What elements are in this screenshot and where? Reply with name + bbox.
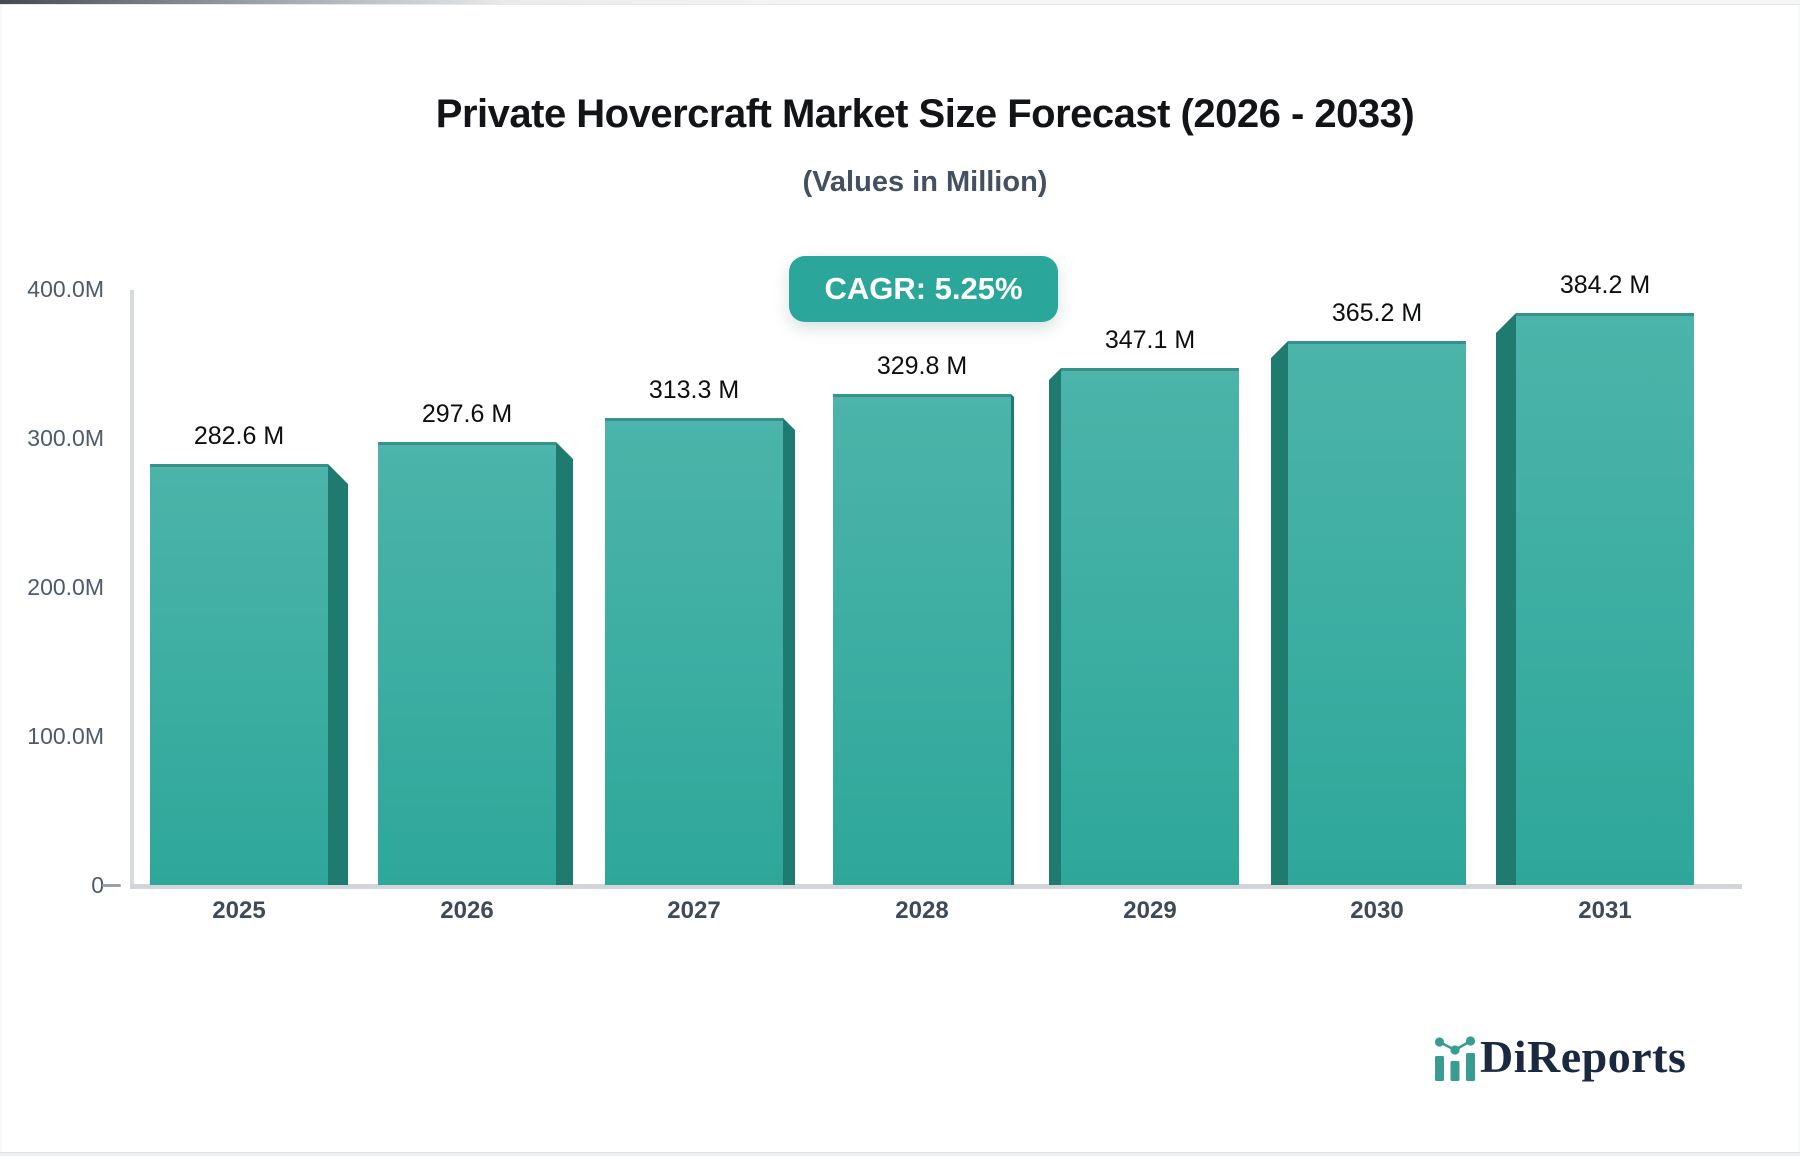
y-tick-label: 100.0M — [27, 723, 104, 749]
x-axis-label: 2028 — [895, 897, 949, 924]
brand-logo-text: DiReports — [1480, 1031, 1687, 1082]
bar-side-3d — [1271, 341, 1288, 885]
bar-top-edge — [833, 394, 1011, 397]
bottom-edge-shade — [0, 1152, 1800, 1156]
y-tick-label: 400.0M — [27, 276, 104, 302]
zero-tick-dash — [102, 884, 121, 887]
bar-side-3d — [328, 464, 348, 885]
bar-top-edge — [1516, 313, 1694, 316]
top-edge-shade — [0, 0, 1800, 5]
bar-top-edge — [378, 442, 556, 445]
x-baseline — [130, 884, 1742, 889]
bar-side-3d — [783, 418, 795, 885]
bar-value-label: 384.2 M — [1559, 271, 1651, 299]
bar-face — [1061, 368, 1239, 885]
bar-face — [1516, 313, 1694, 885]
y-axis-line — [130, 290, 134, 889]
x-axis-label: 2031 — [1578, 897, 1632, 924]
mini-bar-chart-icon — [1434, 1036, 1476, 1081]
bar-face — [833, 394, 1011, 885]
bar-top-edge — [1061, 368, 1239, 371]
bar-side-3d — [556, 442, 573, 885]
bar-side-3d — [1011, 394, 1014, 885]
bar-value-label: 329.8 M — [876, 352, 968, 380]
bar-face — [605, 418, 783, 885]
bar-value-label: 282.6 M — [193, 422, 285, 450]
bar-top-edge — [605, 418, 783, 421]
bar-value-label: 365.2 M — [1331, 299, 1423, 327]
y-tick-label: 0 — [91, 872, 104, 898]
cagr-badge: CAGR: 5.25% — [789, 256, 1058, 322]
bar-value-label: 313.3 M — [648, 376, 740, 404]
bar-side-3d — [1496, 313, 1516, 885]
bar-top-edge — [150, 464, 328, 467]
bar-face — [1288, 341, 1466, 885]
x-axis-label: 2026 — [440, 897, 494, 924]
chart-title: Private Hovercraft Market Size Forecast … — [435, 92, 1415, 136]
y-tick-label: 300.0M — [27, 425, 104, 451]
bar-value-label: 297.6 M — [421, 400, 513, 428]
y-tick-label: 200.0M — [27, 574, 104, 600]
bar-face — [150, 464, 328, 885]
bar-value-label: 347.1 M — [1104, 326, 1196, 354]
x-axis-label: 2029 — [1123, 897, 1177, 924]
bar-top-edge — [1288, 341, 1466, 344]
brand-logo: DiReports — [1434, 1031, 1724, 1096]
x-axis-label: 2027 — [667, 897, 721, 924]
chart-subtitle: (Values in Million) — [802, 166, 1048, 198]
x-axis-label: 2025 — [212, 897, 266, 924]
bar-side-3d — [1049, 368, 1061, 885]
x-axis-label: 2030 — [1350, 897, 1404, 924]
bar-face — [378, 442, 556, 885]
